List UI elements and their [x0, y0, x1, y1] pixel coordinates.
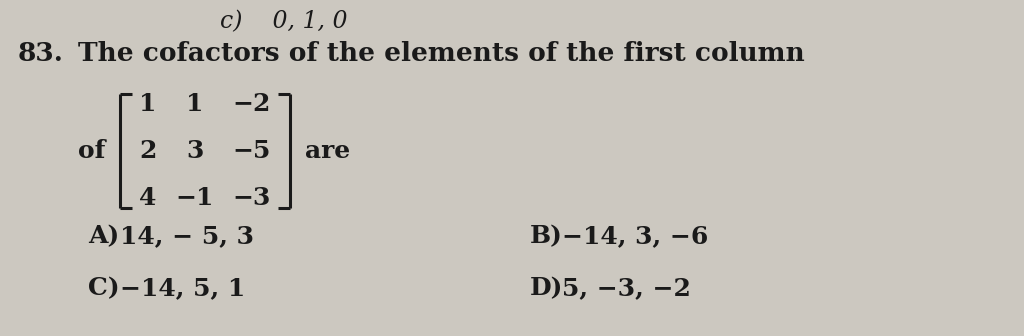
Text: 4: 4: [139, 186, 157, 210]
Text: 3: 3: [186, 139, 204, 163]
Text: −14, 5, 1: −14, 5, 1: [120, 276, 246, 300]
Text: 1: 1: [139, 92, 157, 116]
Text: are: are: [305, 139, 350, 163]
Text: B): B): [530, 224, 563, 248]
Text: of: of: [78, 139, 105, 163]
Text: 2: 2: [139, 139, 157, 163]
Text: 83.: 83.: [18, 41, 63, 66]
Text: c)    0, 1, 0: c) 0, 1, 0: [220, 10, 347, 33]
Text: The cofactors of the elements of the first column: The cofactors of the elements of the fir…: [78, 41, 805, 66]
Text: −14, 3, −6: −14, 3, −6: [562, 224, 709, 248]
Text: −3: −3: [232, 186, 271, 210]
Text: 14, − 5, 3: 14, − 5, 3: [120, 224, 254, 248]
Text: A): A): [88, 224, 119, 248]
Text: −1: −1: [176, 186, 214, 210]
Text: D): D): [530, 276, 563, 300]
Text: 1: 1: [186, 92, 204, 116]
Text: −5: −5: [232, 139, 271, 163]
Text: 5, −3, −2: 5, −3, −2: [562, 276, 691, 300]
Text: −2: −2: [232, 92, 271, 116]
Text: C): C): [88, 276, 120, 300]
